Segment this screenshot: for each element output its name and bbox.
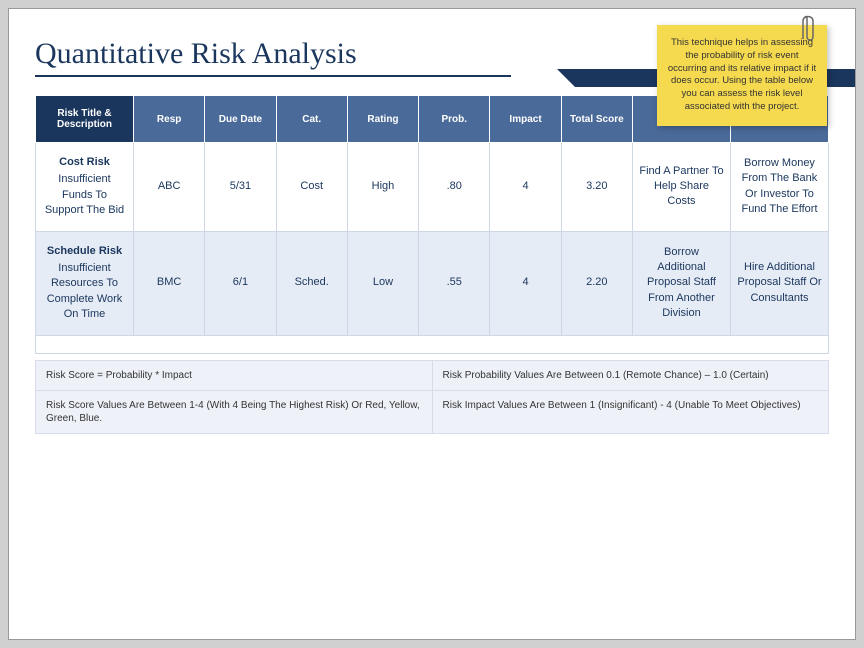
risk-title: Schedule Risk	[42, 244, 127, 259]
notes-table: Risk Score = Probability * Impact Risk P…	[35, 360, 829, 434]
risk-table: Risk Title & Description Resp Due Date C…	[35, 95, 829, 354]
cell-score: 2.20	[561, 231, 632, 335]
note-cell: Risk Impact Values Are Between 1 (Insign…	[432, 390, 829, 433]
cell-rating: Low	[347, 231, 418, 335]
col-header: Impact	[490, 96, 561, 143]
spacer-row	[36, 335, 829, 353]
sticky-note-text: This technique helps in assessing the pr…	[668, 37, 816, 112]
cell-prob: .55	[419, 231, 490, 335]
cell-rating: High	[347, 143, 418, 232]
cell-resp: BMC	[134, 231, 205, 335]
col-header: Prob.	[419, 96, 490, 143]
cell-score: 3.20	[561, 143, 632, 232]
cell-due: 6/1	[205, 231, 276, 335]
cell-cat: Sched.	[276, 231, 347, 335]
cell-due: 5/31	[205, 143, 276, 232]
note-cell: Risk Probability Values Are Between 0.1 …	[432, 360, 829, 390]
notes-row: Risk Score Values Are Between 1-4 (With …	[36, 390, 829, 433]
risk-desc-cell: Cost Risk Insufficient Funds To Support …	[36, 143, 134, 232]
cell-action1: Find A Partner To Help Share Costs	[632, 143, 730, 232]
slide: Quantitative Risk Analysis This techniqu…	[8, 8, 856, 640]
note-cell: Risk Score = Probability * Impact	[36, 360, 433, 390]
risk-title: Cost Risk	[42, 155, 127, 170]
col-header: Rating	[347, 96, 418, 143]
table-row: Schedule Risk Insufficient Resources To …	[36, 231, 829, 335]
paperclip-icon	[801, 15, 815, 45]
cell-resp: ABC	[134, 143, 205, 232]
col-header: Total Score	[561, 96, 632, 143]
cell-cat: Cost	[276, 143, 347, 232]
risk-desc: Insufficient Funds To Support The Bid	[45, 173, 124, 216]
cell-action1: Borrow Additional Proposal Staff From An…	[632, 231, 730, 335]
cell-impact: 4	[490, 143, 561, 232]
col-header: Risk Title & Description	[36, 96, 134, 143]
col-header: Resp	[134, 96, 205, 143]
sticky-note: This technique helps in assessing the pr…	[657, 25, 827, 126]
col-header: Due Date	[205, 96, 276, 143]
note-cell: Risk Score Values Are Between 1-4 (With …	[36, 390, 433, 433]
col-header: Cat.	[276, 96, 347, 143]
page-title: Quantitative Risk Analysis	[35, 37, 511, 77]
cell-action2: Borrow Money From The Bank Or Investor T…	[730, 143, 828, 232]
cell-impact: 4	[490, 231, 561, 335]
risk-desc: Insufficient Resources To Complete Work …	[47, 262, 123, 320]
notes-row: Risk Score = Probability * Impact Risk P…	[36, 360, 829, 390]
table-row: Cost Risk Insufficient Funds To Support …	[36, 143, 829, 232]
cell-action2: Hire Additional Proposal Staff Or Consul…	[730, 231, 828, 335]
cell-prob: .80	[419, 143, 490, 232]
risk-desc-cell: Schedule Risk Insufficient Resources To …	[36, 231, 134, 335]
